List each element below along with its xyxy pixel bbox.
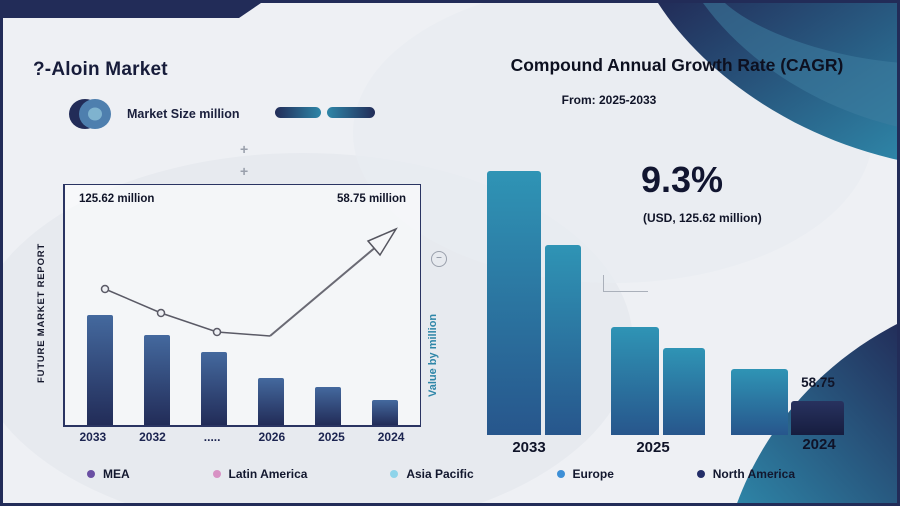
market-size-bar-2026 — [251, 378, 291, 425]
step-line-decor — [603, 275, 648, 292]
legend-dot-icon — [696, 470, 705, 478]
legend-item-label: Europe — [572, 467, 614, 481]
market-size-bars — [71, 225, 414, 425]
cagr-bar-2033-secondary — [545, 245, 581, 435]
cagr-subtitle: From: 2025-2033 — [561, 93, 657, 107]
legend-dot-icon — [212, 470, 221, 478]
market-size-bar-2033 — [80, 315, 120, 425]
value-by-million-axis-label: Value by million — [427, 313, 439, 397]
region-legend: MEA Latin America Asia Pacific Europe North … — [87, 467, 795, 481]
market-size-year-label: 2032 — [139, 430, 166, 444]
cagr-annotation-58-75: 58.75 — [801, 375, 835, 390]
cagr-bar-2025-primary — [611, 327, 659, 435]
market-size-legend: Market Size million — [65, 97, 240, 131]
page-title: ?-Aloin Market — [33, 59, 168, 80]
market-size-chart: 125.62 million 58.75 million — [63, 184, 421, 427]
plus-icon: + — [240, 163, 249, 179]
legend-dot-icon — [87, 470, 95, 478]
legend-pill-navy — [275, 107, 321, 118]
future-market-report-caption: FUTURE MARKET REPORT — [36, 242, 47, 384]
legend-item-label: MEA — [103, 467, 130, 481]
cagr-bar-2024-primary — [731, 369, 788, 435]
legend-dot-icon — [390, 470, 399, 478]
plus-icon: + — [240, 141, 249, 157]
legend-item-label: North America — [712, 467, 795, 481]
cagr-bar-2024-secondary — [791, 401, 844, 435]
legend-item-label: Latin America — [228, 467, 308, 481]
chart-value-label-2033: 125.62 million — [79, 193, 155, 205]
market-size-year-label: 2024 — [377, 430, 405, 444]
cagr-title: Compound Annual Growth Rate (CAGR) — [510, 55, 844, 75]
market-size-bar-2032 — [137, 335, 177, 425]
market-size-year-axis: 2033 2032..... 2026 2025 2024 — [63, 430, 421, 444]
legend-pill-teal — [327, 107, 375, 118]
market-size-bar-2025 — [308, 387, 348, 425]
cagr-bars — [473, 153, 875, 435]
market-size-bar-..... — [194, 352, 234, 425]
market-size-year-label: ..... — [203, 430, 221, 444]
cagr-value: 9.3% — [641, 159, 724, 200]
legend-item-asia-pacific: Asia Pacific — [390, 467, 474, 481]
legend-item-label: Asia Pacific — [406, 467, 474, 481]
market-size-year-label: 2026 — [258, 430, 286, 444]
legend-item-north-america: North America — [696, 467, 795, 481]
legend-dot-icon — [556, 470, 565, 478]
cagr-bar-2025-secondary — [663, 348, 705, 435]
chart-value-label-2024: 58.75 million — [336, 193, 406, 205]
market-size-bar-2024 — [365, 400, 405, 425]
market-size-year-label: 2025 — [318, 430, 345, 444]
market-size-donut-icon — [69, 99, 111, 129]
market-size-legend-label: Market Size million — [127, 107, 240, 121]
cagr-note: (USD, 125.62 million) — [643, 211, 762, 225]
legend-item-europe: Europe — [556, 467, 614, 481]
legend-item-latin-america: Latin America — [212, 467, 308, 481]
cagr-year-2033: 2033 — [512, 439, 546, 456]
circle-dash-icon: – — [431, 251, 447, 267]
cagr-bar-2033-primary — [487, 171, 541, 435]
cagr-year-2025: 2025 — [636, 439, 670, 456]
legend-item-mea: MEA — [87, 467, 130, 481]
cagr-year-2024: 2024 — [802, 436, 836, 453]
market-size-year-label: 2033 — [79, 430, 107, 444]
